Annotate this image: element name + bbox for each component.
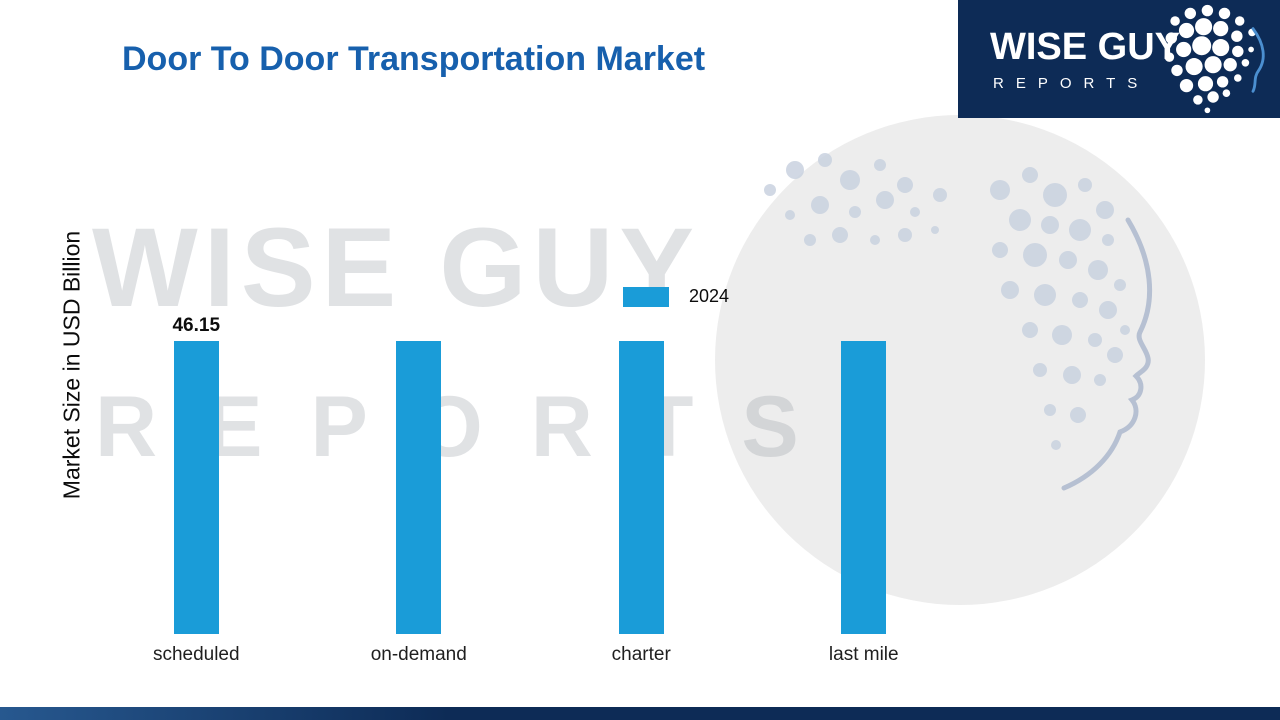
- logo-line1: WISE GUY: [990, 26, 1181, 68]
- bar-scheduled: [173, 341, 219, 634]
- logo-line2: REPORTS: [993, 75, 1150, 92]
- logo-text: WISE GUY REPORTS: [990, 26, 1180, 92]
- page-title: Door To Door Transportation Market: [122, 40, 706, 78]
- bottom-accent-bar: [0, 707, 1280, 720]
- legend-label: 2024: [689, 286, 730, 306]
- category-labels-row: scheduled on-demand charter last mile: [85, 644, 975, 666]
- bar-value-label: 46.15: [172, 315, 221, 336]
- bar-on-demand: [396, 341, 442, 634]
- wiseguy-logo: WISE GUY REPORTS: [958, 0, 1280, 118]
- category-label-on-demand: on-demand: [370, 644, 467, 665]
- legend-swatch-2024: [623, 286, 669, 307]
- bar-charter: [618, 341, 664, 634]
- bar-column-scheduled: 46.15: [85, 315, 308, 634]
- head-silhouette-decoration: [715, 115, 1205, 605]
- category-label-charter: charter: [611, 644, 671, 665]
- bars-row: 46.15: [85, 304, 975, 634]
- y-axis-label: Market Size in USD Billion: [58, 230, 85, 500]
- category-label-scheduled: scheduled: [152, 644, 240, 665]
- bar-column-charter: [530, 315, 753, 634]
- category-label-last-mile: last mile: [828, 644, 899, 665]
- logo-head-icon: [1164, 4, 1265, 114]
- bar-column-on-demand: [308, 315, 531, 634]
- watermark-line1: WISE GUY: [92, 205, 701, 330]
- legend: 2024: [623, 286, 729, 307]
- bar-last-mile: [841, 341, 887, 634]
- bar-column-last-mile: [753, 315, 976, 634]
